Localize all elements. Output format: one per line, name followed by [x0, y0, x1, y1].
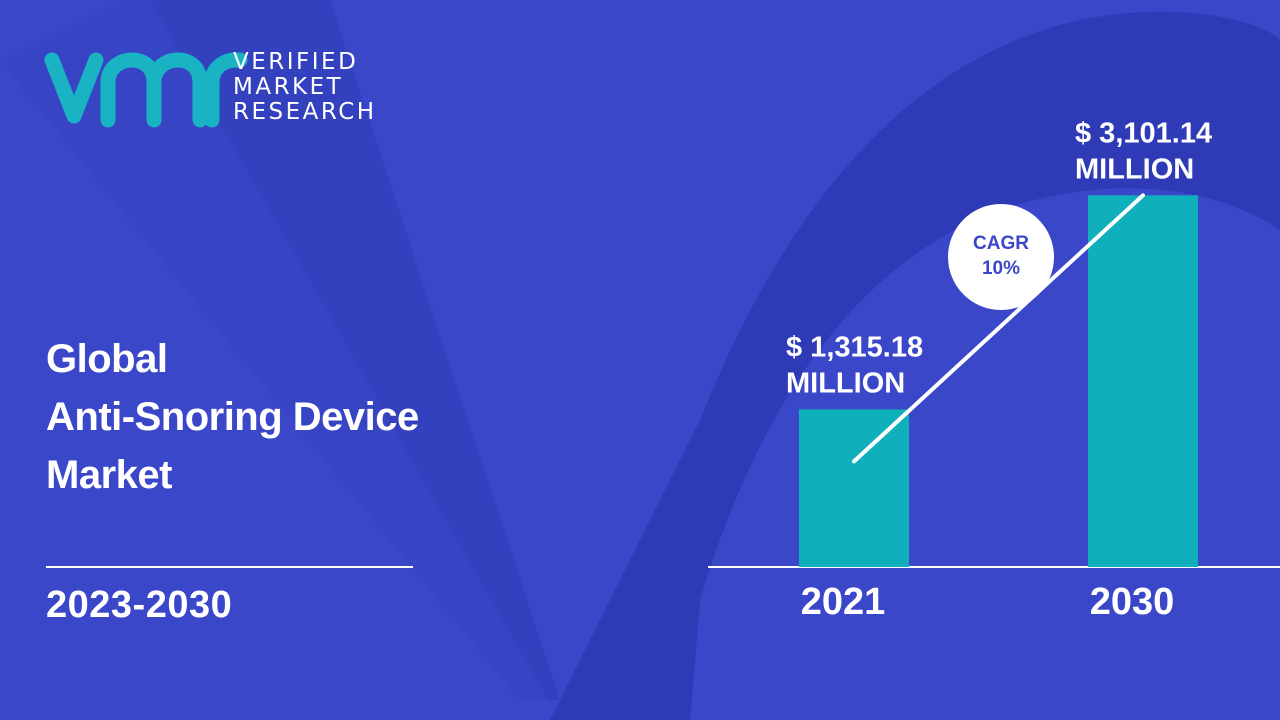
cagr-trend-line — [852, 193, 1145, 464]
value-label-2021-line-1: $ 1,315.18 — [786, 331, 923, 363]
value-label-2030-line-1: $ 3,101.14 — [1075, 117, 1212, 149]
value-label-2030-line-2: MILLION — [1075, 153, 1194, 185]
bar-2021 — [799, 409, 909, 567]
cagr-label: CAGR — [973, 233, 1029, 254]
cagr-value: 10% — [982, 258, 1020, 279]
brand-line-1: VERIFIED — [233, 49, 359, 75]
bars-group: 2021 $ 1,315.18 MILLION 2030 $ 3,101.14 MILLI… — [786, 117, 1212, 623]
title-line-1: Global — [46, 337, 168, 381]
v-left-stroke — [150, 0, 560, 700]
brand-line-3: RESEARCH — [233, 99, 377, 125]
value-label-2021-line-2: MILLION — [786, 367, 905, 399]
page-title: Global Anti-Snoring Device Market — [46, 330, 419, 504]
logo-r-stroke — [204, 52, 248, 128]
category-label-2021: 2021 — [801, 581, 886, 623]
category-label-2030: 2030 — [1090, 581, 1175, 623]
v-left-shadow — [0, 0, 548, 700]
vmr-logo — [44, 52, 248, 128]
brand-name: VERIFIED MARKET RESEARCH — [233, 50, 377, 125]
forecast-period: 2023-2030 — [46, 584, 233, 626]
bar-2030 — [1088, 195, 1198, 568]
cagr-badge — [948, 204, 1054, 310]
title-divider — [46, 566, 413, 568]
logo-m-stroke — [100, 52, 208, 128]
title-line-3: Market — [46, 453, 172, 497]
title-line-2: Anti-Snoring Device — [46, 395, 419, 439]
brand-line-2: MARKET — [233, 74, 344, 100]
logo-v-stroke — [44, 52, 104, 124]
